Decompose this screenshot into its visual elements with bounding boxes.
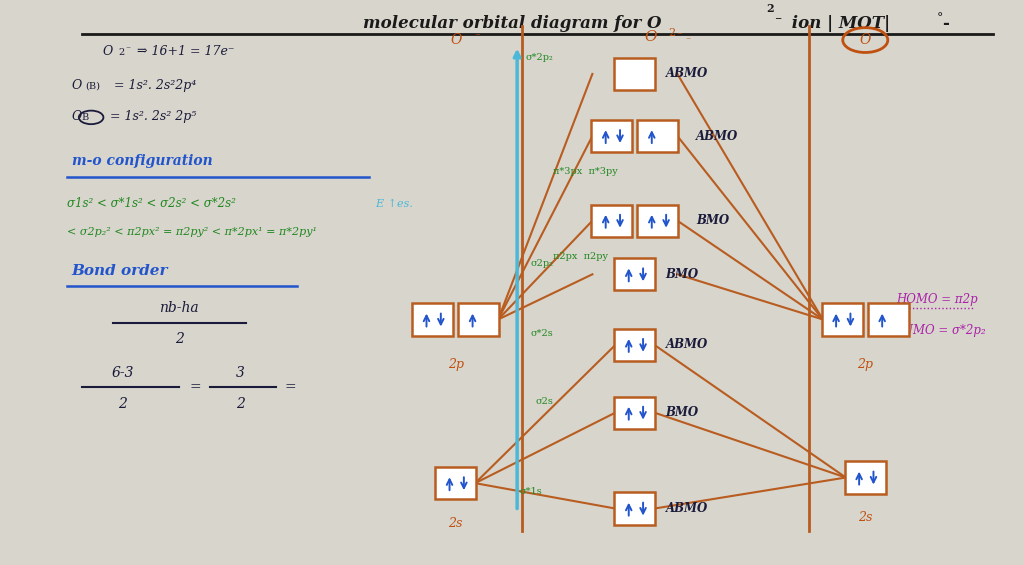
FancyBboxPatch shape <box>592 120 633 152</box>
Text: (B): (B) <box>85 82 100 91</box>
Text: E ↑es.: E ↑es. <box>369 199 413 208</box>
FancyBboxPatch shape <box>614 258 655 290</box>
Text: ABMO: ABMO <box>666 67 708 80</box>
Text: BMO: BMO <box>666 406 698 419</box>
Text: 2: 2 <box>669 28 676 38</box>
Text: O: O <box>72 110 82 123</box>
Text: 2: 2 <box>119 397 127 411</box>
Text: π*3px  π*3py: π*3px π*3py <box>553 167 617 176</box>
Text: 2p: 2p <box>857 358 873 371</box>
FancyBboxPatch shape <box>614 329 655 361</box>
Text: σ*1s: σ*1s <box>520 487 543 496</box>
Text: ion | MOT|: ion | MOT| <box>786 15 891 32</box>
Text: ⁻: ⁻ <box>774 15 781 29</box>
FancyBboxPatch shape <box>637 205 678 237</box>
Text: molecular orbital diagram for O: molecular orbital diagram for O <box>362 15 662 32</box>
Text: O: O <box>859 33 871 47</box>
Text: BMO: BMO <box>696 214 729 227</box>
Text: σ2p₂: σ2p₂ <box>530 259 553 267</box>
FancyBboxPatch shape <box>435 467 476 499</box>
FancyBboxPatch shape <box>412 303 453 336</box>
Text: 2: 2 <box>119 48 125 57</box>
Text: σ*2s: σ*2s <box>530 329 553 338</box>
FancyBboxPatch shape <box>845 462 886 494</box>
FancyBboxPatch shape <box>867 303 909 336</box>
Text: =: = <box>189 380 201 394</box>
Text: ⁻: ⁻ <box>676 31 682 41</box>
Text: σ2s: σ2s <box>536 397 553 406</box>
Text: σ1s² < σ*1s² < σ2s² < σ*2s²: σ1s² < σ*1s² < σ2s² < σ*2s² <box>67 197 236 210</box>
FancyBboxPatch shape <box>821 303 862 336</box>
Text: 2s: 2s <box>449 517 463 530</box>
Text: LUMO = σ*2p₂: LUMO = σ*2p₂ <box>896 324 986 337</box>
Text: m-o configuration: m-o configuration <box>72 154 212 168</box>
Text: =: = <box>285 380 296 394</box>
Text: 2p: 2p <box>447 358 464 371</box>
Text: = 1s². 2s² 2p⁵: = 1s². 2s² 2p⁵ <box>106 110 197 123</box>
Text: 2: 2 <box>175 332 183 346</box>
FancyBboxPatch shape <box>637 120 678 152</box>
Text: < σ2p₂² < π2px² = π2py² < π*2px¹ = π*2py¹: < σ2p₂² < π2px² = π2py² < π*2px¹ = π*2py… <box>67 227 316 237</box>
Text: B: B <box>81 113 89 122</box>
Text: ⁻: ⁻ <box>474 32 480 42</box>
Text: 2s: 2s <box>858 511 872 524</box>
Text: BMO: BMO <box>666 268 698 281</box>
Text: ABMO: ABMO <box>666 338 708 351</box>
Text: O: O <box>450 33 462 47</box>
FancyBboxPatch shape <box>614 58 655 90</box>
Text: ABMO: ABMO <box>666 502 708 515</box>
Text: °: ° <box>937 12 943 25</box>
Text: ⇒ 16+1 = 17e⁻: ⇒ 16+1 = 17e⁻ <box>133 45 234 58</box>
Text: = 1s². 2s²2p⁴: = 1s². 2s²2p⁴ <box>110 79 196 92</box>
Text: 2: 2 <box>237 397 245 411</box>
FancyBboxPatch shape <box>614 493 655 525</box>
Text: O: O <box>644 31 656 44</box>
Text: O: O <box>102 45 113 58</box>
FancyBboxPatch shape <box>614 397 655 429</box>
Text: Bond order: Bond order <box>72 264 168 279</box>
Text: π2px  π2py: π2px π2py <box>553 252 608 260</box>
Text: σ*2p₂: σ*2p₂ <box>525 53 553 62</box>
Text: ABMO: ABMO <box>696 129 738 142</box>
Text: -: - <box>942 15 949 32</box>
FancyBboxPatch shape <box>592 205 633 237</box>
Text: ⁻: ⁻ <box>685 36 690 45</box>
Text: 3: 3 <box>237 366 245 380</box>
Text: HOMO = π2p: HOMO = π2p <box>896 293 978 306</box>
Text: 6-3: 6-3 <box>112 366 134 380</box>
FancyBboxPatch shape <box>459 303 500 336</box>
Text: 2: 2 <box>766 3 773 14</box>
Text: O: O <box>72 79 82 92</box>
Text: nb-ha: nb-ha <box>160 301 199 315</box>
Text: ⁻: ⁻ <box>125 46 130 55</box>
